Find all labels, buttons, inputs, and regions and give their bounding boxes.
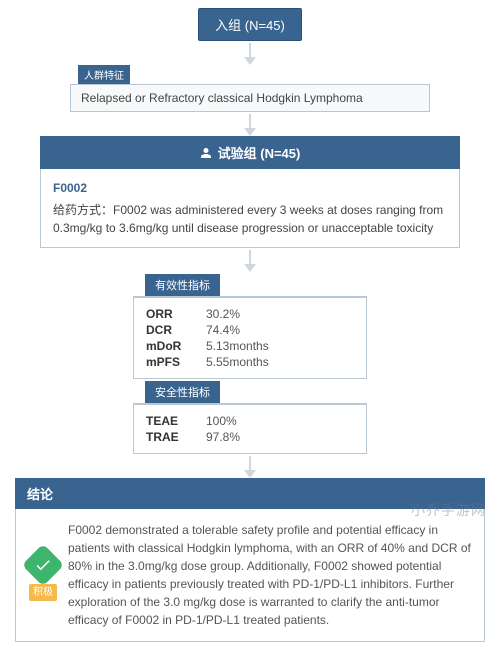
metric-label: mPFS	[146, 355, 206, 369]
arrow-head-icon	[244, 128, 256, 136]
trial-group-header: 试验组 (N=45)	[40, 136, 460, 169]
metric-value: 30.2%	[206, 307, 240, 321]
metric-row: mPFS 5.55months	[146, 355, 354, 369]
conclusion-badge: 积极	[29, 584, 57, 601]
efficacy-box: ORR 30.2% DCR 74.4% mDoR 5.13months mPFS…	[133, 297, 367, 379]
population-tag: 人群特征	[78, 65, 130, 84]
metric-value: 74.4%	[206, 323, 240, 337]
safety-panel: 安全性指标 TEAE 100% TRAE 97.8%	[133, 381, 367, 454]
metric-row: TEAE 100%	[146, 414, 354, 428]
enrollment-label: 入组 (N=45)	[215, 18, 285, 33]
metric-value: 5.13months	[206, 339, 269, 353]
trial-group-body: F0002 给药方式：F0002 was administered every …	[40, 169, 460, 248]
population-box: Relapsed or Refractory classical Hodgkin…	[70, 84, 430, 112]
arrow-head-icon	[244, 264, 256, 272]
population-panel: 人群特征 Relapsed or Refractory classical Ho…	[70, 65, 430, 112]
person-icon	[200, 147, 212, 159]
dosing-label: 给药方式：	[53, 203, 113, 217]
safety-box: TEAE 100% TRAE 97.8%	[133, 404, 367, 454]
arrow-1	[244, 43, 256, 65]
efficacy-tag: 有效性指标	[145, 274, 220, 296]
metric-label: ORR	[146, 307, 206, 321]
arrow-head-icon	[244, 57, 256, 65]
arrow-2	[244, 114, 256, 136]
metric-row: mDoR 5.13months	[146, 339, 354, 353]
conclusion-body: 积极 F0002 demonstrated a tolerable safety…	[15, 509, 485, 642]
metric-row: DCR 74.4%	[146, 323, 354, 337]
conclusion-text: F0002 demonstrated a tolerable safety pr…	[68, 521, 472, 629]
metric-row: ORR 30.2%	[146, 307, 354, 321]
conclusion-panel: 结论 积极 F0002 demonstrated a tolerable saf…	[15, 478, 485, 642]
metric-label: DCR	[146, 323, 206, 337]
metric-value: 5.55months	[206, 355, 269, 369]
check-icon	[22, 543, 64, 585]
trial-group-header-text: 试验组 (N=45)	[218, 143, 301, 162]
arrow-line	[249, 456, 251, 470]
metric-row: TRAE 97.8%	[146, 430, 354, 444]
arrow-line	[249, 114, 251, 128]
conclusion-badge-column: 积极	[28, 550, 58, 601]
metric-value: 97.8%	[206, 430, 240, 444]
arrow-line	[249, 43, 251, 57]
flowchart-root: 入组 (N=45) 人群特征 Relapsed or Refractory cl…	[10, 8, 490, 642]
trial-group-panel: 试验组 (N=45) F0002 给药方式：F0002 was administ…	[40, 136, 460, 248]
metric-label: TEAE	[146, 414, 206, 428]
enrollment-box: 入组 (N=45)	[198, 8, 302, 41]
metric-label: mDoR	[146, 339, 206, 353]
arrow-line	[249, 250, 251, 264]
arrow-4	[244, 456, 256, 478]
metric-value: 100%	[206, 414, 237, 428]
conclusion-header: 结论	[15, 478, 485, 509]
population-text: Relapsed or Refractory classical Hodgkin…	[81, 91, 363, 105]
efficacy-panel: 有效性指标 ORR 30.2% DCR 74.4% mDoR 5.13month…	[133, 274, 367, 379]
drug-code: F0002	[53, 179, 447, 197]
safety-tag: 安全性指标	[145, 381, 220, 403]
metric-label: TRAE	[146, 430, 206, 444]
arrow-3	[244, 250, 256, 272]
arrow-head-icon	[244, 470, 256, 478]
